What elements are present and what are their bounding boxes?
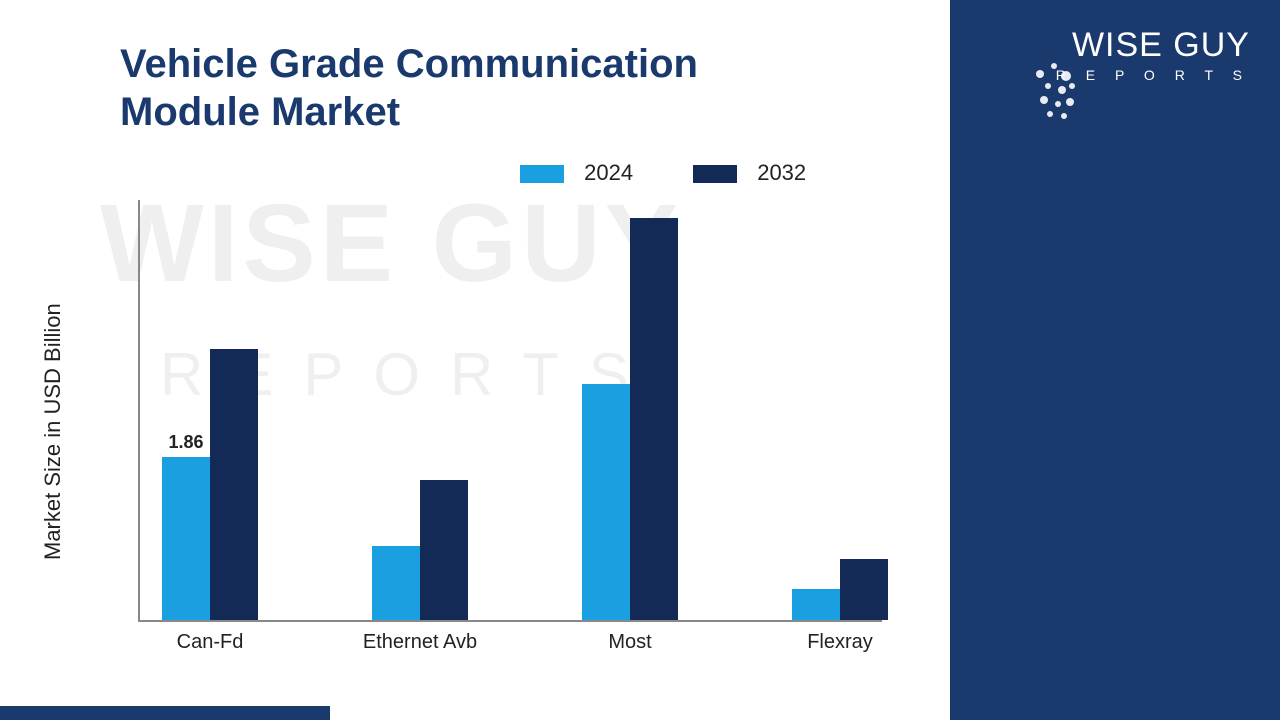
bar-2032-flexray <box>840 559 888 620</box>
legend-label-2032: 2032 <box>757 160 806 185</box>
bar-2024-ethernet-avb <box>372 546 420 620</box>
stage: WISE GUY REPORTS Vehicle Grade Communica… <box>0 0 1280 720</box>
bar-2024-most <box>582 384 630 620</box>
plot-area: Can-FdEthernet AvbMostFlexray1.86 <box>140 200 880 620</box>
x-label-flexray: Flexray <box>770 630 910 654</box>
x-label-most: Most <box>560 630 700 654</box>
legend-item-2024: 2024 <box>520 160 633 186</box>
brand-logo: WISE GUY R E P O R T S <box>1056 26 1250 83</box>
chart-title: Vehicle Grade Communication Module Marke… <box>120 40 840 136</box>
x-label-ethernet-avb: Ethernet Avb <box>350 630 490 654</box>
legend-swatch-2024 <box>520 165 564 183</box>
legend: 2024 2032 <box>520 160 806 186</box>
legend-label-2024: 2024 <box>584 160 633 185</box>
bar-2024-can-fd <box>162 457 210 620</box>
bar-2032-ethernet-avb <box>420 480 468 620</box>
x-axis <box>138 620 882 622</box>
logo-head-icon <box>1020 56 1090 136</box>
value-label: 1.86 <box>156 432 216 453</box>
bar-2024-flexray <box>792 589 840 620</box>
bar-2032-can-fd <box>210 349 258 620</box>
legend-item-2032: 2032 <box>693 160 806 186</box>
legend-swatch-2032 <box>693 165 737 183</box>
bottom-accent-bar <box>0 706 330 720</box>
bar-2032-most <box>630 218 678 621</box>
y-axis-label: Market Size in USD Billion <box>40 303 66 560</box>
brand-panel <box>950 0 1280 720</box>
x-label-can-fd: Can-Fd <box>140 630 280 654</box>
